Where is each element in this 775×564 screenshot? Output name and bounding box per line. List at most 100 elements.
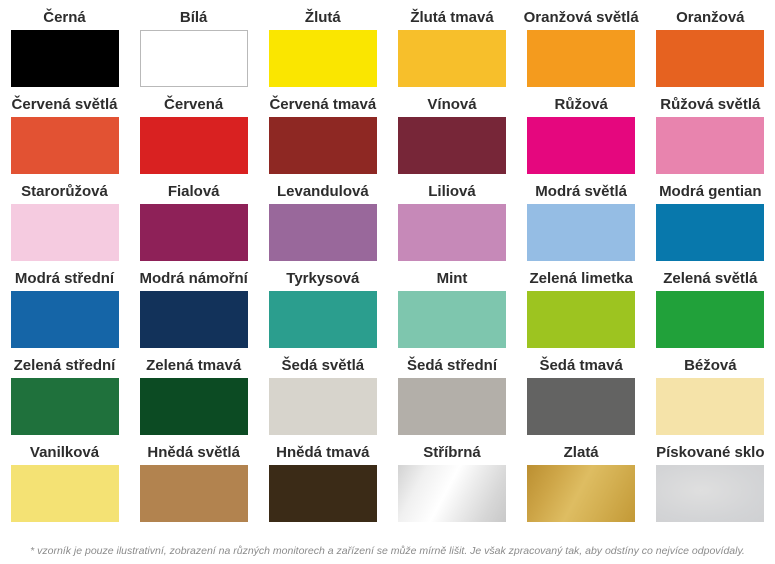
swatch-label: Černá xyxy=(43,9,86,26)
swatch-label: Růžová světlá xyxy=(660,96,761,113)
swatch-label: Vanilková xyxy=(29,444,100,461)
swatch-color xyxy=(656,465,765,522)
swatch-color xyxy=(398,465,506,522)
swatch-label: Zelená limetka xyxy=(529,270,633,287)
swatch-cell: Červená xyxy=(129,88,258,175)
swatch-label: Modrá námořní xyxy=(139,270,248,287)
swatch-label: Růžová xyxy=(554,96,608,113)
swatch-color xyxy=(527,465,636,522)
swatch-label: Mint xyxy=(436,270,468,287)
swatch-cell: Růžová světlá xyxy=(646,88,775,175)
swatch-cell: Starorůžová xyxy=(0,175,129,262)
swatch-color xyxy=(398,378,506,435)
swatch-label: Zelená tmavá xyxy=(146,357,242,374)
swatch-color xyxy=(268,117,377,174)
swatch-color xyxy=(398,291,506,348)
swatch-label: Modrá střední xyxy=(14,270,115,287)
swatch-color xyxy=(268,30,377,87)
swatch-color xyxy=(10,465,119,522)
swatch-label: Starorůžová xyxy=(21,183,108,200)
swatch-color xyxy=(656,117,765,174)
swatch-label: Zelená světlá xyxy=(663,270,758,287)
swatch-cell: Vínová xyxy=(388,88,517,175)
swatch-label: Pískované sklo xyxy=(656,444,765,461)
swatch-color xyxy=(398,30,506,87)
swatch-label: Béžová xyxy=(684,357,737,374)
swatch-cell: Stříbrná xyxy=(388,436,517,523)
swatch-color xyxy=(527,117,636,174)
swatch-cell: Červená světlá xyxy=(0,88,129,175)
swatch-label: Červená xyxy=(164,96,224,113)
swatch-cell: Levandulová xyxy=(258,175,387,262)
swatch-cell: Vanilková xyxy=(0,436,129,523)
swatch-cell: Pískované sklo xyxy=(646,436,775,523)
swatch-color xyxy=(268,291,377,348)
swatch-color xyxy=(139,378,248,435)
swatch-label: Zelená střední xyxy=(13,357,116,374)
swatch-label: Levandulová xyxy=(276,183,369,200)
swatch-color xyxy=(10,117,119,174)
swatch-label: Liliová xyxy=(428,183,476,200)
swatch-label: Oranžová světlá xyxy=(523,9,639,26)
swatch-cell: Žlutá xyxy=(258,1,387,88)
swatch-color xyxy=(656,378,765,435)
swatch-label: Bílá xyxy=(179,9,208,26)
swatch-cell: Zelená světlá xyxy=(646,262,775,349)
swatch-cell: Tyrkysová xyxy=(258,262,387,349)
swatch-cell: Béžová xyxy=(646,349,775,436)
swatch-label: Červená světlá xyxy=(11,96,118,113)
swatch-cell: Zelená limetka xyxy=(517,262,646,349)
swatch-label: Tyrkysová xyxy=(286,270,360,287)
swatch-cell: Modrá námořní xyxy=(129,262,258,349)
swatch-color xyxy=(268,378,377,435)
swatch-cell: Liliová xyxy=(388,175,517,262)
swatch-cell: Fialová xyxy=(129,175,258,262)
swatch-cell: Zelená tmavá xyxy=(129,349,258,436)
swatch-label: Vínová xyxy=(427,96,477,113)
swatch-cell: Šedá tmavá xyxy=(517,349,646,436)
swatch-color xyxy=(527,30,636,87)
swatch-color xyxy=(268,465,377,522)
swatch-cell: Žlutá tmavá xyxy=(388,1,517,88)
swatch-cell: Mint xyxy=(388,262,517,349)
swatch-color xyxy=(10,291,119,348)
swatch-label: Šedá střední xyxy=(406,357,498,374)
swatch-color xyxy=(139,30,248,87)
swatch-label: Červená tmavá xyxy=(269,96,377,113)
swatch-color xyxy=(656,204,765,261)
swatch-cell: Zlatá xyxy=(517,436,646,523)
swatch-color xyxy=(398,204,506,261)
swatch-cell: Modrá gentian xyxy=(646,175,775,262)
swatch-label: Žlutá xyxy=(304,9,341,26)
swatch-color xyxy=(656,30,765,87)
swatch-color xyxy=(10,204,119,261)
swatch-label: Stříbrná xyxy=(423,444,481,461)
swatch-color xyxy=(527,291,636,348)
swatch-cell: Růžová xyxy=(517,88,646,175)
swatch-color xyxy=(527,378,636,435)
swatch-color xyxy=(139,465,248,522)
swatch-color xyxy=(527,204,636,261)
swatch-label: Zlatá xyxy=(563,444,599,461)
swatch-color xyxy=(139,204,248,261)
swatch-cell: Oranžová světlá xyxy=(517,1,646,88)
swatch-cell: Zelená střední xyxy=(0,349,129,436)
swatch-cell: Šedá střední xyxy=(388,349,517,436)
swatch-label: Šedá tmavá xyxy=(539,357,623,374)
swatch-color xyxy=(656,291,765,348)
swatch-label: Žlutá tmavá xyxy=(410,9,494,26)
swatch-cell: Červená tmavá xyxy=(258,88,387,175)
disclaimer-footnote: * vzorník je pouze ilustrativní, zobraze… xyxy=(30,545,745,557)
swatch-color xyxy=(139,117,248,174)
swatch-color xyxy=(10,30,119,87)
swatch-cell: Hnědá tmavá xyxy=(258,436,387,523)
swatch-label: Modrá gentian xyxy=(659,183,762,200)
swatch-color xyxy=(398,117,506,174)
swatch-cell: Modrá světlá xyxy=(517,175,646,262)
swatch-label: Fialová xyxy=(167,183,220,200)
swatch-label: Hnědá světlá xyxy=(147,444,240,461)
swatch-color xyxy=(139,291,248,348)
color-swatch-grid: Černá Bílá Žlutá Žlutá tmavá Oranžová sv… xyxy=(0,1,775,523)
swatch-color xyxy=(268,204,377,261)
